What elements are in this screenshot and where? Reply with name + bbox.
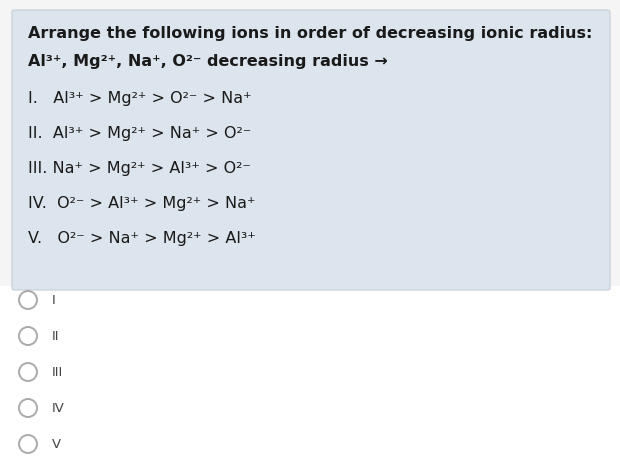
Text: IV.  O²⁻ > Al³⁺ > Mg²⁺ > Na⁺: IV. O²⁻ > Al³⁺ > Mg²⁺ > Na⁺ bbox=[28, 196, 255, 211]
Text: V: V bbox=[52, 437, 61, 450]
Text: IV: IV bbox=[52, 401, 65, 415]
Text: II: II bbox=[52, 329, 60, 343]
Text: II.  Al³⁺ > Mg²⁺ > Na⁺ > O²⁻: II. Al³⁺ > Mg²⁺ > Na⁺ > O²⁻ bbox=[28, 126, 251, 141]
Text: I: I bbox=[52, 294, 56, 307]
Text: III: III bbox=[52, 366, 63, 378]
Text: V.   O²⁻ > Na⁺ > Mg²⁺ > Al³⁺: V. O²⁻ > Na⁺ > Mg²⁺ > Al³⁺ bbox=[28, 231, 256, 246]
Text: Al³⁺, Mg²⁺, Na⁺, O²⁻ decreasing radius →: Al³⁺, Mg²⁺, Na⁺, O²⁻ decreasing radius → bbox=[28, 54, 387, 69]
FancyBboxPatch shape bbox=[12, 10, 610, 290]
Bar bbox=[0, 286, 620, 476]
Text: I.   Al³⁺ > Mg²⁺ > O²⁻ > Na⁺: I. Al³⁺ > Mg²⁺ > O²⁻ > Na⁺ bbox=[28, 91, 252, 106]
Text: Arrange the following ions in order of decreasing ionic radius:: Arrange the following ions in order of d… bbox=[28, 26, 592, 41]
Text: III. Na⁺ > Mg²⁺ > Al³⁺ > O²⁻: III. Na⁺ > Mg²⁺ > Al³⁺ > O²⁻ bbox=[28, 161, 251, 176]
